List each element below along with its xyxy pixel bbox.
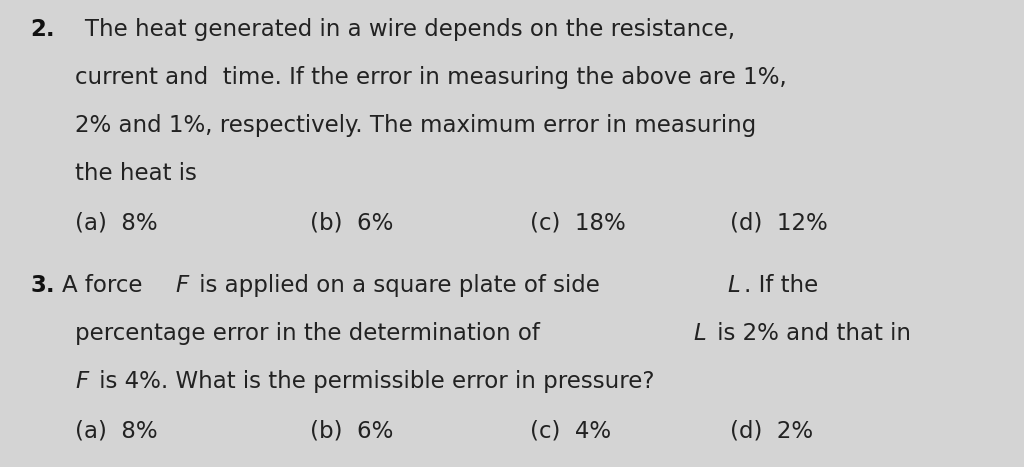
Text: L: L <box>728 274 740 297</box>
Text: (b)  6%: (b) 6% <box>310 420 393 443</box>
Text: (a)  8%: (a) 8% <box>75 212 158 235</box>
Text: is 2% and that in: is 2% and that in <box>710 322 911 345</box>
Text: A force: A force <box>62 274 150 297</box>
Text: the heat is: the heat is <box>75 162 197 185</box>
Text: (c)  4%: (c) 4% <box>530 420 611 443</box>
Text: The heat generated in a wire depends on the resistance,: The heat generated in a wire depends on … <box>62 18 735 41</box>
Text: is 4%. What is the permissible error in pressure?: is 4%. What is the permissible error in … <box>92 370 654 393</box>
Text: L: L <box>693 322 707 345</box>
Text: (d)  12%: (d) 12% <box>730 212 827 235</box>
Text: percentage error in the determination of: percentage error in the determination of <box>75 322 554 345</box>
Text: F: F <box>175 274 188 297</box>
Text: F: F <box>75 370 88 393</box>
Text: (b)  6%: (b) 6% <box>310 212 393 235</box>
Text: 2% and 1%, respectively. The maximum error in measuring: 2% and 1%, respectively. The maximum err… <box>75 114 757 137</box>
Text: (a)  8%: (a) 8% <box>75 420 158 443</box>
Text: . If the: . If the <box>744 274 818 297</box>
Text: 3.: 3. <box>30 274 54 297</box>
Text: is applied on a square plate of side: is applied on a square plate of side <box>193 274 607 297</box>
Text: current and  time. If the error in measuring the above are 1%,: current and time. If the error in measur… <box>75 66 786 89</box>
Text: (d)  2%: (d) 2% <box>730 420 813 443</box>
Text: (c)  18%: (c) 18% <box>530 212 626 235</box>
Text: 2.: 2. <box>30 18 54 41</box>
